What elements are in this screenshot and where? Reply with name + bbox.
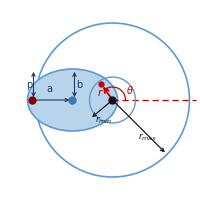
Text: b: b	[75, 79, 82, 90]
Text: $r_{min}$: $r_{min}$	[94, 115, 111, 126]
Ellipse shape	[27, 69, 117, 131]
Text: $r_{max}$: $r_{max}$	[137, 131, 157, 143]
Text: $\theta$: $\theta$	[125, 84, 133, 96]
Text: a: a	[46, 84, 52, 94]
Text: r: r	[97, 88, 102, 98]
Text: p: p	[26, 79, 32, 90]
